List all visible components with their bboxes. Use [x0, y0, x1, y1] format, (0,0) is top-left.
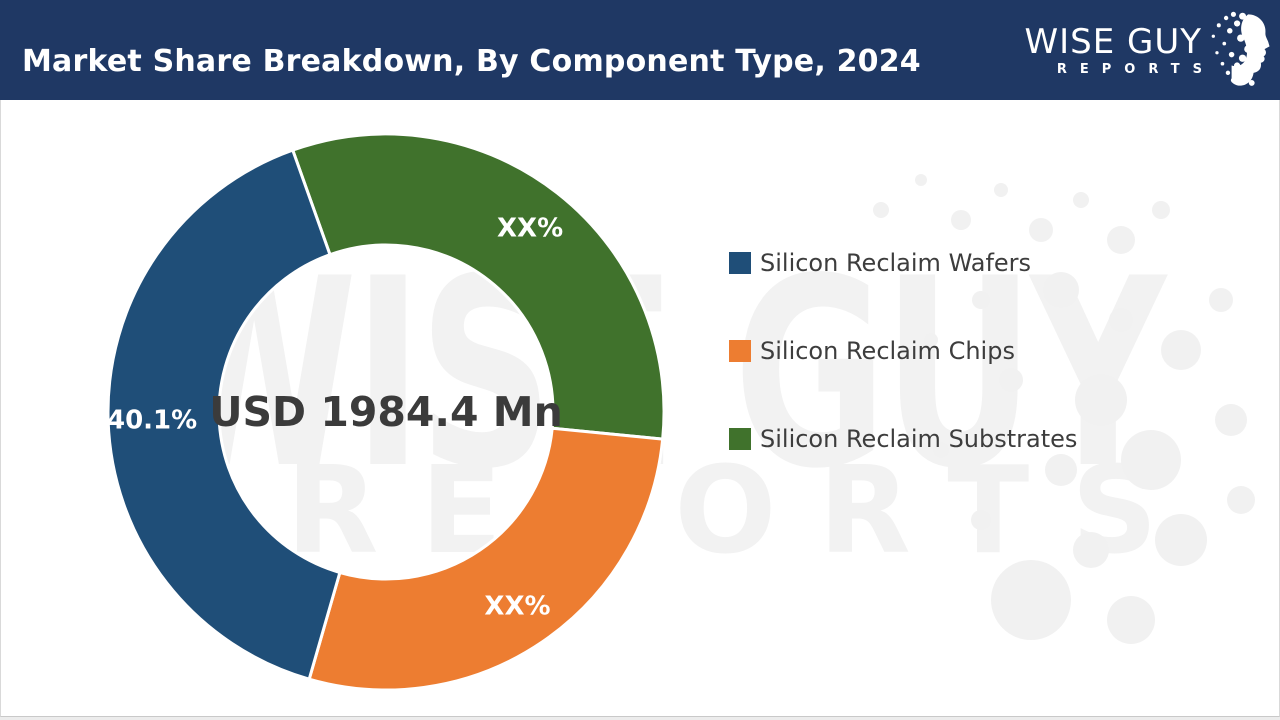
brand-logo: WISE GUY REPORTS [1024, 0, 1270, 100]
bottom-strip [0, 717, 1280, 720]
legend-label: Silicon Reclaim Wafers [760, 249, 1032, 277]
header: Market Share Breakdown, By Component Typ… [0, 0, 1280, 100]
logo-wordmark: WISE GUY [1024, 21, 1202, 62]
logo-subtext: REPORTS [1056, 61, 1215, 77]
legend-item-wafers: Silicon Reclaim Wafers [729, 249, 1077, 277]
segment-value-label: 40.1% [107, 405, 197, 435]
donut-chart: XX% XX% 40.1% USD 1984.4 Mn [106, 132, 666, 692]
page-title: Market Share Breakdown, By Component Typ… [22, 44, 921, 79]
legend-item-substrates: Silicon Reclaim Substrates [729, 425, 1078, 453]
legend-item-chips: Silicon Reclaim Chips [729, 337, 1077, 365]
donut-segment-silicon-reclaim-substrates [291, 132, 666, 441]
segment-value-label: XX% [497, 214, 563, 244]
segment-value-label: XX% [484, 592, 550, 622]
legend-swatch-silicon-reclaim-wafers [729, 252, 751, 274]
donut-segment-silicon-reclaim-chips [307, 426, 665, 692]
donut-segment-silicon-reclaim-wafers [106, 148, 342, 681]
chart-area: WISE GUY REPORTS [0, 100, 1280, 717]
logo-text: WISE GUY REPORTS [1024, 24, 1202, 77]
legend-swatch-silicon-reclaim-chips [729, 340, 751, 362]
legend-label: Silicon Reclaim Chips [760, 337, 1015, 365]
logo-face-icon [1211, 11, 1270, 86]
legend-label: Silicon Reclaim Substrates [760, 425, 1078, 453]
center-value-label: USD 1984.4 Mn [209, 388, 563, 436]
legend-swatch-silicon-reclaim-substrates [729, 428, 751, 450]
legend: Silicon Reclaim Wafers Silicon Reclaim C… [729, 249, 1078, 514]
